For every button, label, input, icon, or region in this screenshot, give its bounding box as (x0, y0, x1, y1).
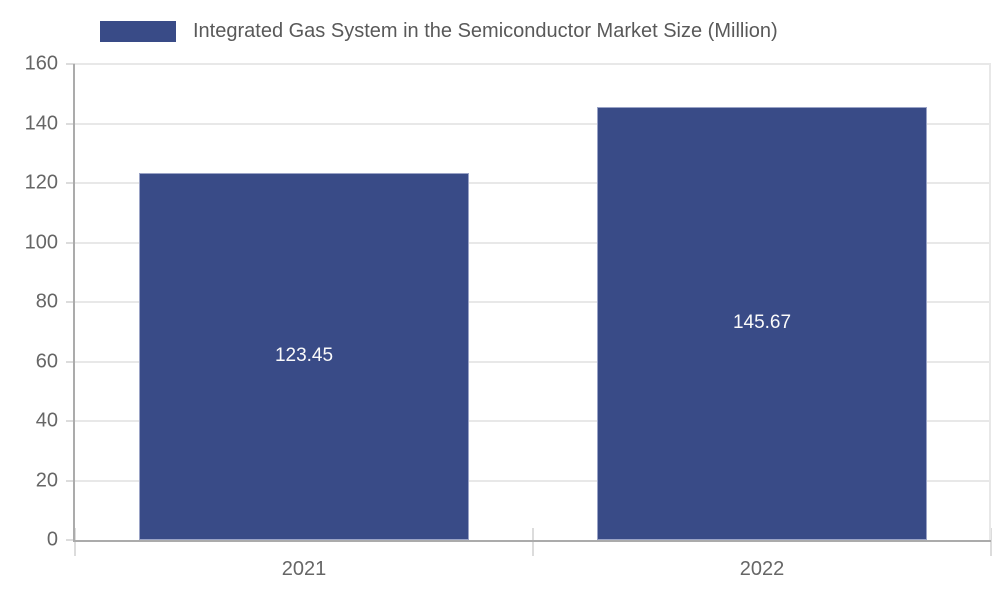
y-tick-label: 20 (35, 469, 58, 491)
bar-2021: 123.45 (139, 172, 469, 540)
y-tick-label: 40 (35, 409, 58, 432)
y-tick-label: 100 (24, 231, 58, 253)
y-tick-label: 140 (24, 112, 58, 134)
gridline (75, 301, 991, 303)
x-tick-mark (990, 528, 992, 556)
x-tick-label: 2021 (281, 558, 327, 580)
gridline (75, 479, 991, 482)
legend-label: Integrated Gas System in the Semiconduct… (193, 20, 778, 42)
chart-legend: Integrated Gas System in the Semiconduct… (100, 20, 778, 43)
y-tick-mark (66, 63, 75, 65)
gridline (75, 241, 991, 244)
y-tick-mark (66, 539, 75, 541)
y-tick-label: 80 (35, 290, 58, 313)
gridline (75, 420, 991, 422)
y-tick-mark (66, 360, 75, 363)
legend-swatch (100, 21, 176, 42)
y-tick-label: 60 (35, 350, 58, 372)
gridline (75, 182, 991, 184)
gridline (75, 63, 991, 65)
y-tick-mark (66, 241, 75, 244)
x-axis-line (73, 540, 991, 542)
bar-value-label: 123.45 (274, 345, 334, 367)
y-tick-mark (66, 479, 75, 482)
gridline (75, 122, 991, 125)
y-axis-line (73, 64, 75, 542)
x-tick-label: 2022 (739, 558, 785, 580)
y-tick-label: 0 (46, 528, 58, 551)
plot-area: 123.45 145.67 (75, 63, 991, 540)
y-tick-mark (66, 182, 75, 184)
y-tick-mark (66, 301, 75, 303)
x-tick-mark (532, 528, 534, 556)
bar-2022: 145.67 (597, 106, 927, 540)
y-tick-label: 120 (24, 171, 58, 194)
y-tick-mark (66, 122, 75, 125)
gridline (75, 360, 991, 363)
bar-value-label: 145.67 (732, 312, 792, 334)
y-tick-mark (66, 420, 75, 422)
x-tick-mark (74, 528, 76, 556)
y-tick-label: 160 (24, 52, 58, 75)
